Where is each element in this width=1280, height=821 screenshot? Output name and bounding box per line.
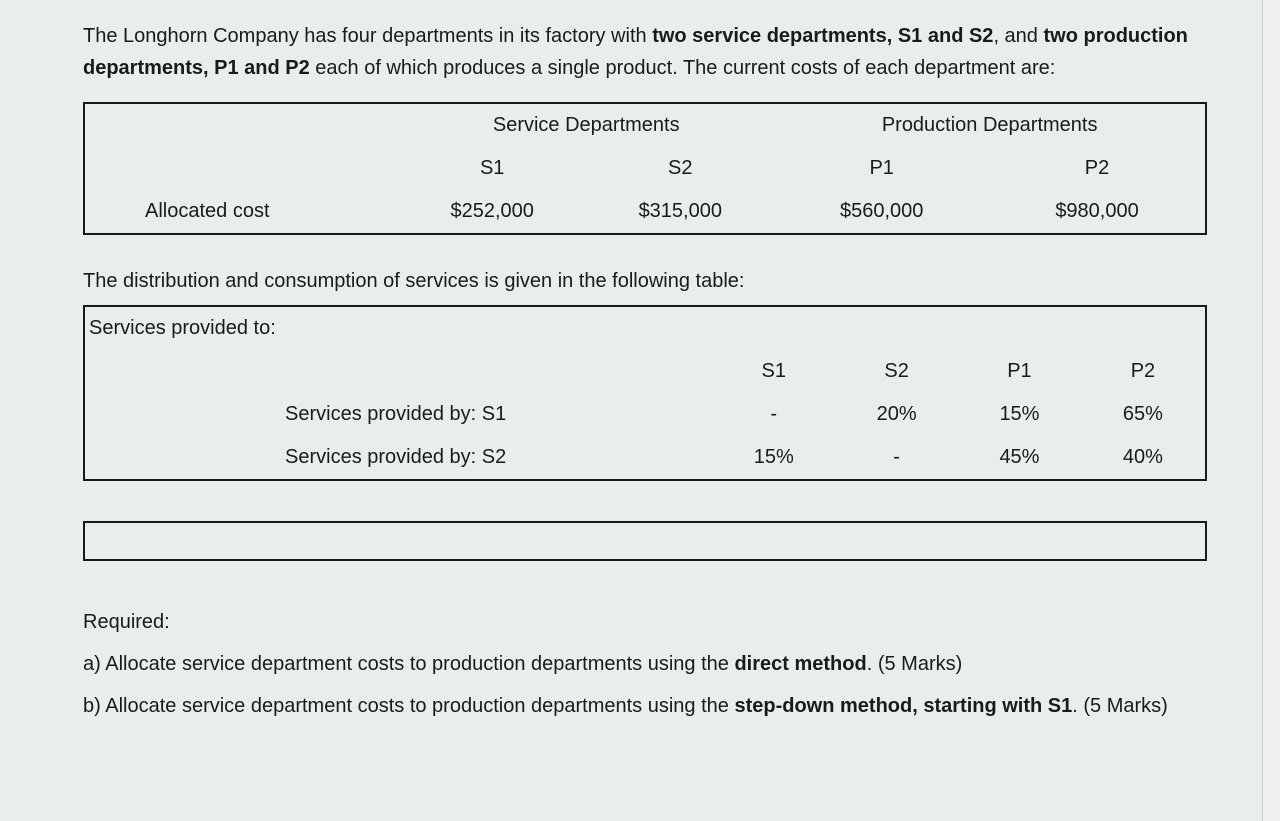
col-p2-header: P2 xyxy=(989,147,1206,190)
s2-to-s2: - xyxy=(835,436,958,480)
req-a-suffix: . (5 Marks) xyxy=(867,653,963,675)
intro-bold-1: two service departments, S1 and S2 xyxy=(652,25,993,47)
t2-col-s2: S2 xyxy=(835,350,958,393)
s2-to-s1: 15% xyxy=(712,436,835,480)
col-s1-header: S1 xyxy=(398,147,586,190)
cost-p1: $560,000 xyxy=(774,190,989,234)
required-label: Required: xyxy=(83,611,1207,634)
cost-s1: $252,000 xyxy=(398,190,586,234)
s1-to-p1: 15% xyxy=(958,393,1081,436)
cost-s2: $315,000 xyxy=(586,190,774,234)
s2-to-p1: 45% xyxy=(958,436,1081,480)
requirement-a: a) Allocate service department costs to … xyxy=(83,648,1207,680)
services-distribution-table: Services provided to: S1 S2 P1 P2 Servic… xyxy=(83,305,1207,481)
production-dept-header: Production Departments xyxy=(774,103,1206,147)
allocated-cost-label: Allocated cost xyxy=(84,190,398,234)
s2-to-p2: 40% xyxy=(1081,436,1206,480)
distribution-text: The distribution and consumption of serv… xyxy=(83,265,1207,297)
req-b-bold: step-down method, starting with S1 xyxy=(734,695,1072,717)
allocated-cost-table: Service Departments Production Departmen… xyxy=(83,102,1207,235)
service-dept-header: Service Departments xyxy=(398,103,774,147)
req-b-suffix: . (5 Marks) xyxy=(1072,695,1168,717)
requirement-b: b) Allocate service department costs to … xyxy=(83,690,1207,722)
services-provided-to-label: Services provided to: xyxy=(84,306,1206,350)
s1-to-p2: 65% xyxy=(1081,393,1206,436)
intro-text-1: The Longhorn Company has four department… xyxy=(83,25,652,47)
req-a-prefix: a) Allocate service department costs to … xyxy=(83,653,734,675)
s1-to-s2: 20% xyxy=(835,393,958,436)
intro-paragraph: The Longhorn Company has four department… xyxy=(83,20,1207,84)
t2-col-p1: P1 xyxy=(958,350,1081,393)
col-p1-header: P1 xyxy=(774,147,989,190)
intro-text-2: , and xyxy=(993,25,1043,47)
s1-to-s1: - xyxy=(712,393,835,436)
scrollbar[interactable] xyxy=(1262,0,1280,821)
provided-by-s1-label: Services provided by: S1 xyxy=(84,393,712,436)
req-a-bold: direct method xyxy=(734,653,866,675)
question-container: The Longhorn Company has four department… xyxy=(28,0,1262,752)
provided-by-s2-label: Services provided by: S2 xyxy=(84,436,712,480)
col-s2-header: S2 xyxy=(586,147,774,190)
answer-box[interactable] xyxy=(83,521,1207,561)
t2-col-s1: S1 xyxy=(712,350,835,393)
intro-text-3: each of which produces a single product.… xyxy=(310,57,1056,79)
req-b-prefix: b) Allocate service department costs to … xyxy=(83,695,734,717)
t2-col-p2: P2 xyxy=(1081,350,1206,393)
cost-p2: $980,000 xyxy=(989,190,1206,234)
